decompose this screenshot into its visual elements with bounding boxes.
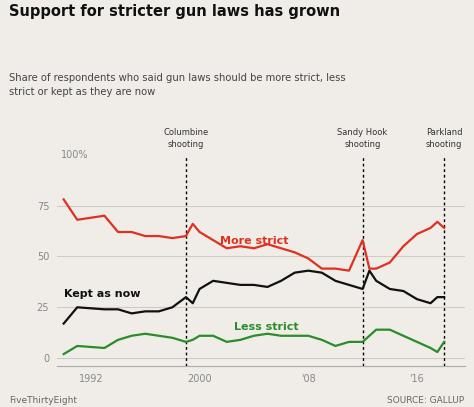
Text: Sandy Hook
shooting: Sandy Hook shooting [337, 129, 388, 149]
Text: Parkland
shooting: Parkland shooting [426, 129, 463, 149]
Text: SOURCE: GALLUP: SOURCE: GALLUP [387, 396, 465, 405]
Text: FiveThirtyEight: FiveThirtyEight [9, 396, 77, 405]
Text: Columbine
shooting: Columbine shooting [164, 129, 209, 149]
Text: More strict: More strict [220, 236, 289, 246]
Text: Less strict: Less strict [234, 322, 298, 332]
Text: Kept as now: Kept as now [64, 289, 140, 299]
Text: 100%: 100% [61, 150, 89, 160]
Text: Share of respondents who said gun laws should be more strict, less
strict or kep: Share of respondents who said gun laws s… [9, 73, 346, 97]
Text: Support for stricter gun laws has grown: Support for stricter gun laws has grown [9, 4, 341, 19]
